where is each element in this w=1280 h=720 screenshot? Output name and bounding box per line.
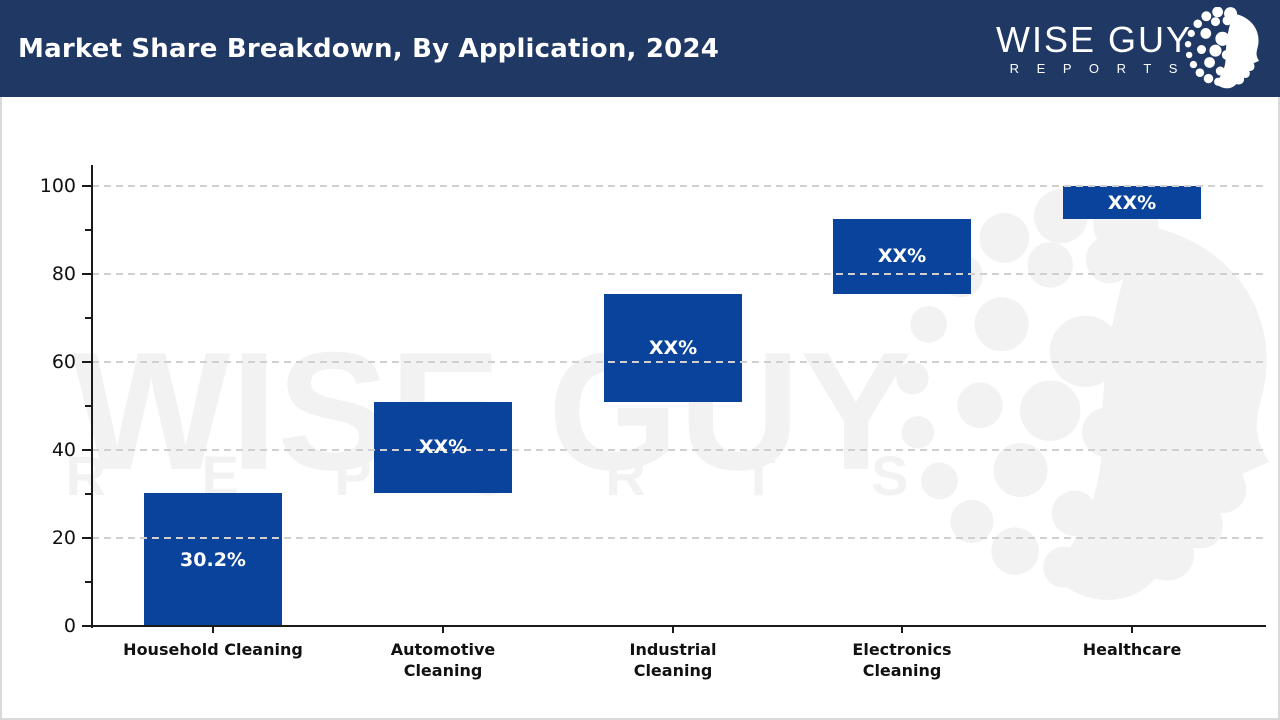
x-tick	[442, 627, 444, 633]
y-tick-label: 40	[51, 439, 76, 461]
bar-value-label: XX%	[877, 245, 927, 268]
x-tick	[212, 627, 214, 633]
gridline	[92, 185, 1266, 187]
gridline	[92, 537, 1266, 539]
bar-segment	[374, 401, 512, 494]
gridline	[92, 273, 1266, 275]
gridline	[92, 449, 1266, 451]
header-bar: Market Share Breakdown, By Application, …	[0, 0, 1280, 97]
y-minor-tick	[85, 317, 91, 319]
bar-segment	[144, 493, 282, 626]
y-major-tick	[82, 625, 91, 627]
y-minor-tick	[85, 581, 91, 583]
gridline	[92, 361, 1266, 363]
bar-value-label: XX%	[1107, 191, 1157, 214]
chart-area: WISE GUY R E P O R T S 30.2%XX%XX%XX%XX%…	[0, 97, 1280, 720]
y-major-tick	[82, 537, 91, 539]
x-tick	[901, 627, 903, 633]
brand-logo-text: WISE GUY R E P O R T S	[995, 18, 1192, 76]
bar-value-label: XX%	[648, 336, 698, 359]
y-major-tick	[82, 185, 91, 187]
y-minor-tick	[85, 493, 91, 495]
y-major-tick	[82, 273, 91, 275]
x-axis-line	[91, 625, 1266, 627]
dotted-head-icon	[1184, 6, 1260, 88]
x-tick	[1131, 627, 1133, 633]
x-category-label: Industrial Cleaning	[629, 640, 717, 680]
brand-name: WISE GUY	[995, 18, 1192, 60]
bar-value-label: 30.2%	[180, 548, 246, 571]
page-title: Market Share Breakdown, By Application, …	[18, 33, 720, 64]
x-tick	[672, 627, 674, 633]
y-tick-label: 60	[51, 351, 76, 373]
y-minor-tick	[85, 405, 91, 407]
x-category-label: Healthcare	[1082, 640, 1182, 659]
bar-segment	[604, 293, 742, 402]
y-major-tick	[82, 449, 91, 451]
x-category-label: Household Cleaning	[123, 640, 303, 659]
y-tick-label: 80	[51, 263, 76, 285]
waterfall-chart: 30.2% XX% XX% XX% XX% 0 20 40 60 80 100 Household C…	[2, 97, 1280, 718]
x-category-label: Automotive Cleaning	[390, 640, 496, 680]
brand-subname: R E P O R T S	[1009, 60, 1185, 76]
y-minor-tick	[85, 229, 91, 231]
y-axis-line	[91, 165, 93, 628]
brand-logo: WISE GUY R E P O R T S	[995, 6, 1266, 91]
x-category-label: Electronics Cleaning	[852, 640, 952, 680]
y-major-tick	[82, 361, 91, 363]
y-tick-label: 100	[39, 175, 76, 197]
y-tick-label: 0	[63, 615, 76, 637]
y-tick-label: 20	[51, 527, 76, 549]
bar-value-label: XX%	[418, 436, 468, 459]
